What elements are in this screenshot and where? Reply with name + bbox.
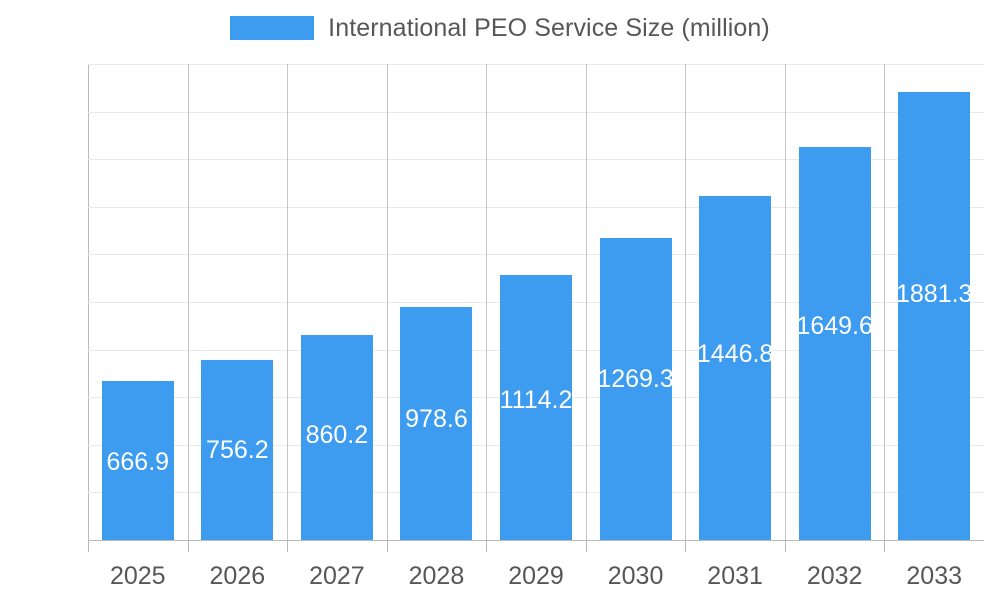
x-axis-tick-mark xyxy=(387,540,388,552)
x-axis-tick-mark xyxy=(685,540,686,552)
gridline-vertical xyxy=(685,64,686,540)
bar[interactable] xyxy=(699,195,772,540)
gridline-vertical xyxy=(884,64,885,540)
x-axis-tick-label: 2033 xyxy=(906,562,963,590)
x-axis-line xyxy=(88,540,984,541)
x-axis-tick-label: 2030 xyxy=(607,562,664,590)
x-axis-tick-mark xyxy=(785,540,786,552)
bar[interactable] xyxy=(798,147,871,540)
bar[interactable] xyxy=(300,335,373,540)
plot-area: 666.9 756.2 860.2 978.6 1114.2 1269.3 1446.8 16… xyxy=(88,64,984,541)
gridline-vertical xyxy=(486,64,487,540)
x-axis-tick-mark xyxy=(188,540,189,552)
gridline-vertical xyxy=(586,64,587,540)
chart-legend: International PEO Service Size (million) xyxy=(0,0,1000,56)
x-axis-tick-label: 2028 xyxy=(408,562,465,590)
legend-series-label: International PEO Service Size (million) xyxy=(328,13,770,42)
x-axis-tick-label: 2027 xyxy=(309,562,365,590)
gridline-vertical xyxy=(785,64,786,540)
bar[interactable] xyxy=(201,360,274,540)
x-axis-tick-mark xyxy=(586,540,587,552)
gridline-horizontal xyxy=(88,159,984,161)
gridline-horizontal xyxy=(88,254,984,256)
gridline-horizontal xyxy=(88,64,984,65)
x-axis-tick-label: 2025 xyxy=(109,562,166,590)
gridline-vertical xyxy=(387,64,388,540)
x-axis-tick-mark xyxy=(88,540,89,552)
bar[interactable] xyxy=(101,381,174,540)
gridline-horizontal xyxy=(88,206,984,208)
bar[interactable] xyxy=(500,274,572,540)
bar[interactable] xyxy=(400,307,473,540)
x-axis-tick-label: 2029 xyxy=(508,562,564,590)
gridline-vertical xyxy=(188,64,189,540)
gridline-vertical xyxy=(287,64,288,540)
legend-color-swatch xyxy=(230,16,315,40)
gridline-horizontal xyxy=(88,111,984,113)
x-axis-tick-label: 2031 xyxy=(707,562,763,590)
x-axis-tick-label: 2032 xyxy=(806,562,863,590)
x-axis-tick-label: 2026 xyxy=(209,562,266,590)
x-axis-tick-mark xyxy=(486,540,487,552)
x-axis-tick-mark xyxy=(884,540,885,552)
bar[interactable] xyxy=(898,92,971,540)
bar[interactable] xyxy=(599,237,672,540)
x-axis-tick-mark xyxy=(287,540,288,552)
